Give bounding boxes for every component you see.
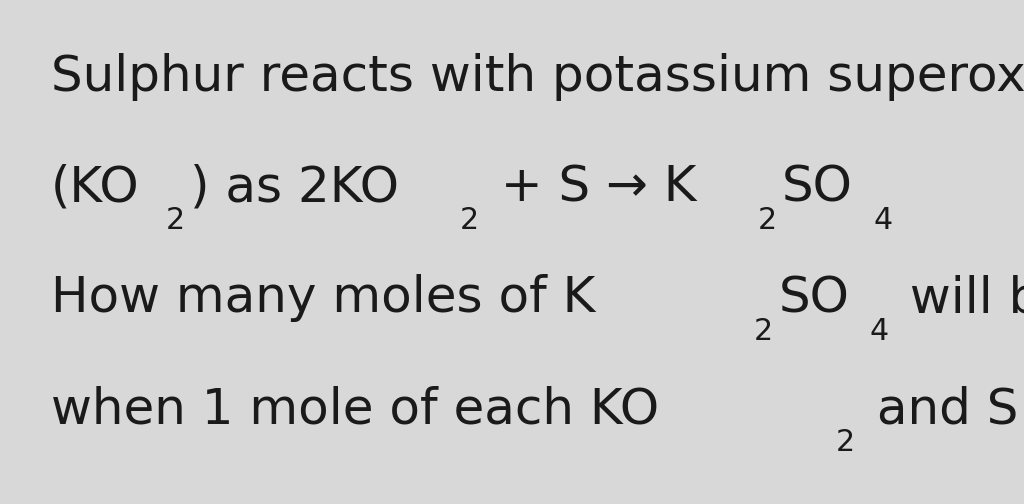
Text: 4: 4 xyxy=(873,206,893,235)
Text: 2: 2 xyxy=(836,428,855,457)
Text: (KO: (KO xyxy=(51,164,140,212)
Text: 2: 2 xyxy=(166,206,184,235)
Text: 2: 2 xyxy=(460,206,479,235)
Text: and S is reacted?: and S is reacted? xyxy=(860,386,1024,433)
Text: SO: SO xyxy=(782,164,853,212)
Text: 4: 4 xyxy=(869,317,889,346)
Text: SO: SO xyxy=(778,275,849,323)
Text: ) as 2KO: ) as 2KO xyxy=(190,164,399,212)
Text: will be formed: will be formed xyxy=(894,275,1024,323)
Text: How many moles of K: How many moles of K xyxy=(51,275,596,323)
Text: Sulphur reacts with potassium superoxide: Sulphur reacts with potassium superoxide xyxy=(51,53,1024,101)
Text: 2: 2 xyxy=(754,317,773,346)
Text: + S → K: + S → K xyxy=(484,164,696,212)
Text: when 1 mole of each KO: when 1 mole of each KO xyxy=(51,386,659,433)
Text: 2: 2 xyxy=(758,206,776,235)
